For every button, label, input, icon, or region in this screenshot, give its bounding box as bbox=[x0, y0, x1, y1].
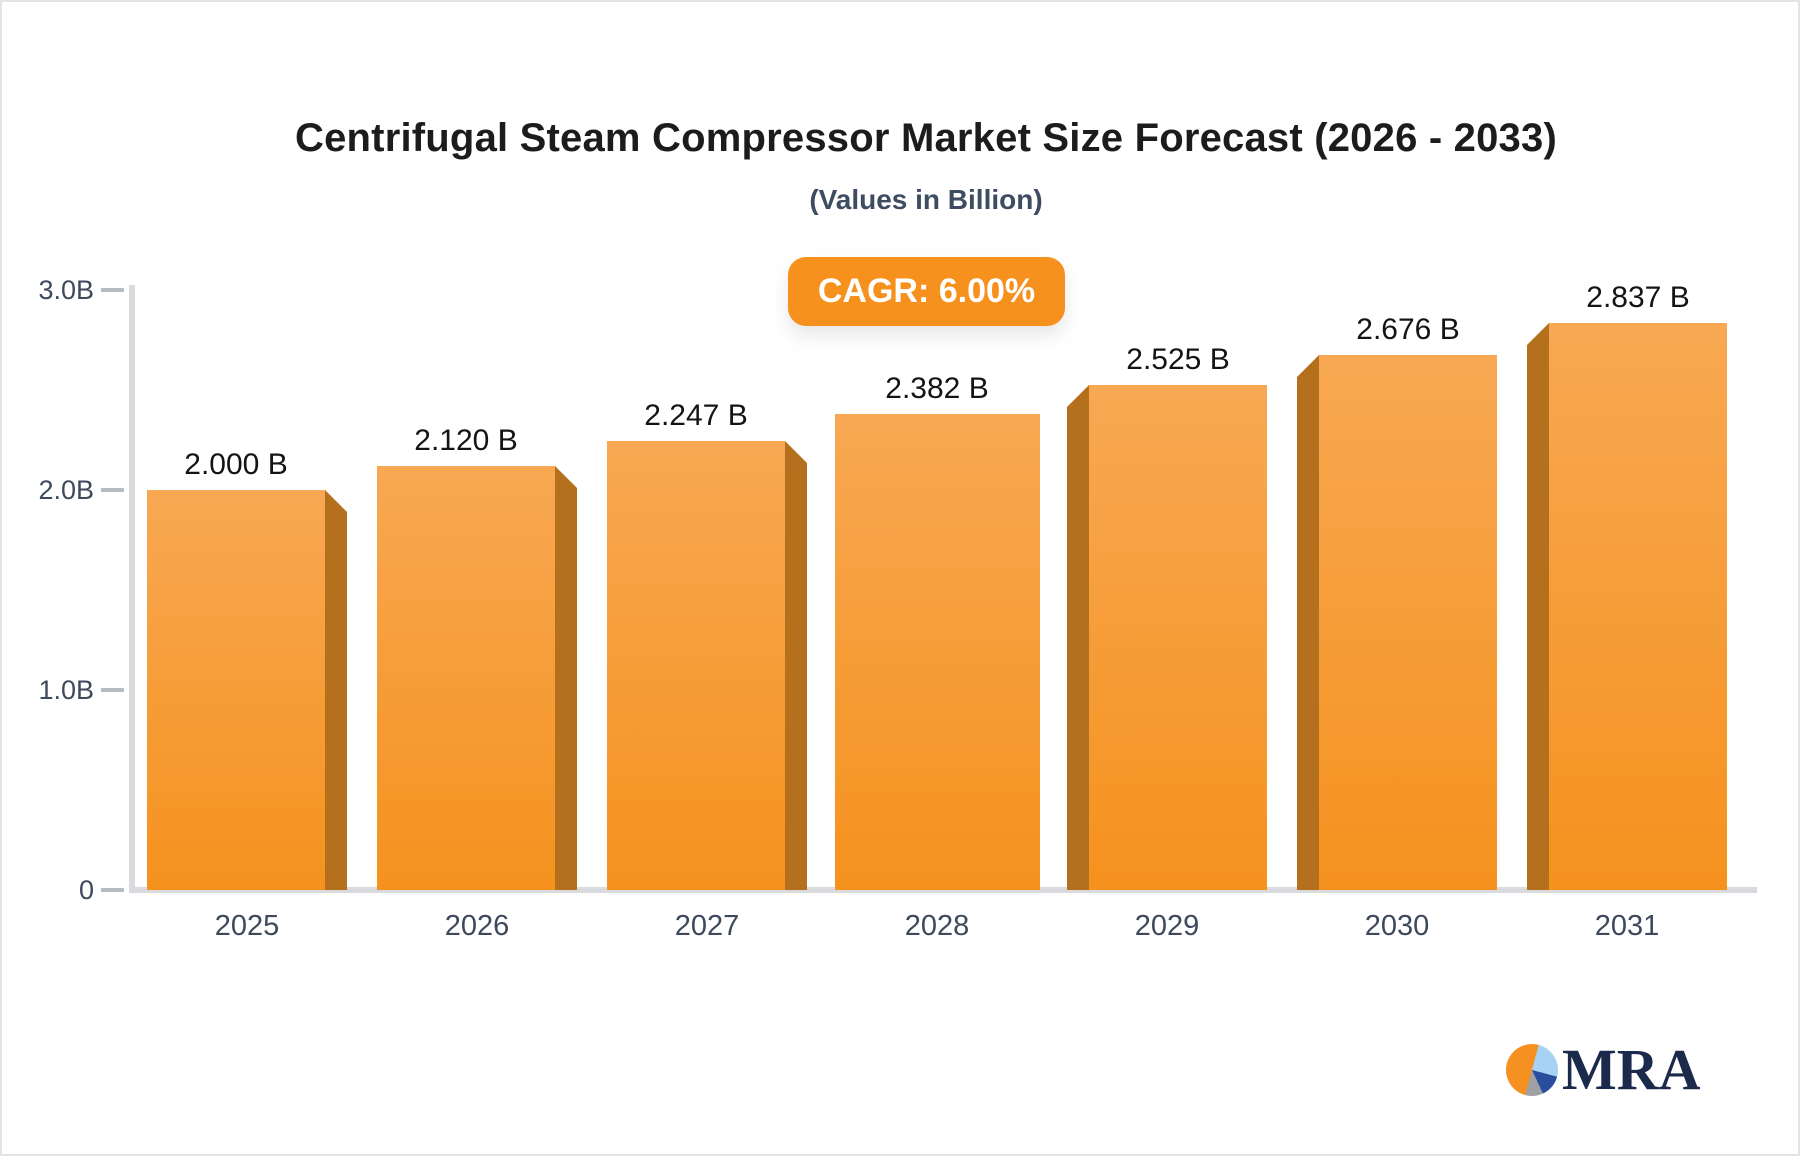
y-axis-tick bbox=[101, 488, 124, 492]
bar-value-label-2030: 2.676 B bbox=[1356, 313, 1460, 346]
x-axis-line bbox=[129, 887, 1757, 893]
y-axis-tick bbox=[101, 888, 124, 892]
bar-value-label-2029: 2.525 B bbox=[1126, 343, 1230, 376]
y-axis-label-0: 0 bbox=[78, 875, 94, 905]
brand-logo: MRA bbox=[1506, 1036, 1701, 1104]
x-axis-label-2029: 2029 bbox=[1134, 910, 1200, 942]
bar-2027 bbox=[607, 441, 807, 890]
bar-value-label-2027: 2.247 B bbox=[644, 399, 748, 432]
bar-3d-side-2027 bbox=[785, 441, 807, 890]
y-axis-label-2.0B: 2.0B bbox=[38, 475, 94, 505]
bar-face-2025 bbox=[147, 490, 325, 890]
bar-2028 bbox=[834, 414, 1040, 890]
bar-2030 bbox=[1297, 355, 1497, 890]
cagr-badge: CAGR: 6.00% bbox=[788, 257, 1065, 326]
y-axis-line bbox=[129, 285, 135, 893]
x-axis-label-2026: 2026 bbox=[444, 910, 510, 942]
brand-logo-text: MRA bbox=[1562, 1037, 1701, 1102]
bar-value-label-2031: 2.837 B bbox=[1586, 281, 1690, 314]
bar-face-2030 bbox=[1319, 355, 1497, 890]
bar-value-label-2028: 2.382 B bbox=[885, 372, 989, 405]
x-axis-label-2031: 2031 bbox=[1594, 910, 1660, 942]
chart-subtitle: (Values in Billion) bbox=[809, 184, 1043, 215]
bar-value-label-2026: 2.120 B bbox=[414, 424, 518, 457]
bar-2025 bbox=[147, 490, 347, 890]
y-axis-tick bbox=[101, 688, 124, 692]
y-axis-tick bbox=[101, 288, 124, 292]
chart-title: Centrifugal Steam Compressor Market Size… bbox=[295, 116, 1557, 160]
bar-3d-side-2031 bbox=[1527, 323, 1549, 890]
pie-chart-logo-icon bbox=[1506, 1044, 1558, 1096]
bar-2029 bbox=[1067, 385, 1267, 890]
bar-face-2028 bbox=[834, 414, 1040, 890]
bar-3d-side-2029 bbox=[1067, 385, 1089, 890]
x-axis-label-2030: 2030 bbox=[1364, 910, 1430, 942]
bar-3d-side-2025 bbox=[325, 490, 347, 890]
x-axis-label-2028: 2028 bbox=[904, 910, 970, 942]
bar-value-label-2025: 2.000 B bbox=[184, 448, 288, 481]
x-axis-label-2025: 2025 bbox=[214, 910, 280, 942]
bar-3d-side-2030 bbox=[1297, 355, 1319, 890]
x-axis-label-2027: 2027 bbox=[674, 910, 740, 942]
bar-face-2027 bbox=[607, 441, 785, 890]
bar-face-2031 bbox=[1549, 323, 1727, 890]
bar-face-2029 bbox=[1089, 385, 1267, 890]
bar-3d-side-2026 bbox=[555, 466, 577, 890]
bar-2026 bbox=[377, 466, 577, 890]
bar-2031 bbox=[1527, 323, 1727, 890]
y-axis-label-1.0B: 1.0B bbox=[38, 675, 94, 705]
bar-face-2026 bbox=[377, 466, 555, 890]
y-axis-label-3.0B: 3.0B bbox=[38, 275, 94, 305]
